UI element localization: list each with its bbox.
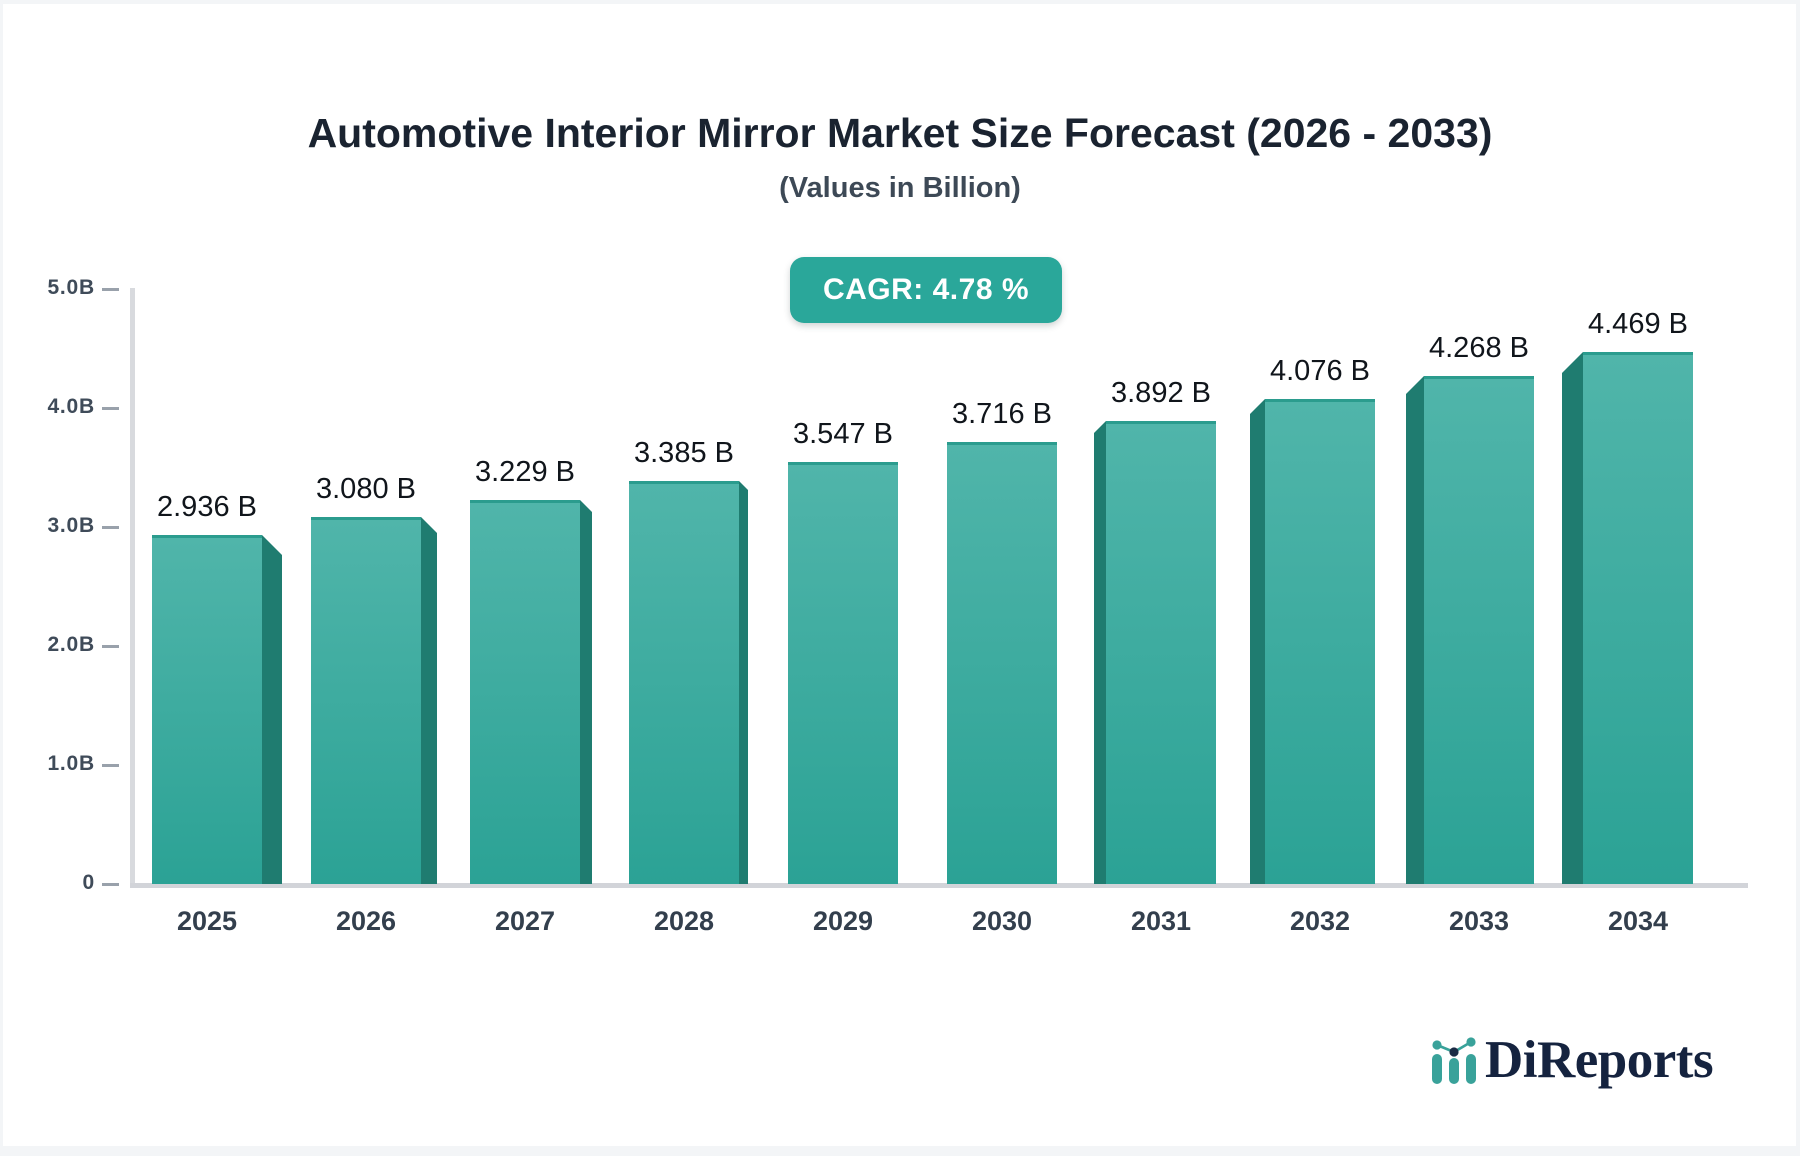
y-axis-tick-label: 5.0B [47, 276, 95, 299]
y-axis-tick-dash [102, 883, 119, 886]
bar-value-label: 3.892 B [1111, 377, 1211, 409]
x-axis-label: 2025 [176, 906, 238, 936]
direports-logo-text: DiReports [1485, 1031, 1714, 1089]
bar-value-label: 3.716 B [952, 398, 1052, 430]
bar-value-label: 3.229 B [475, 456, 575, 488]
bar-value-label: 4.076 B [1270, 355, 1370, 387]
x-axis-label: 2026 [335, 906, 397, 936]
y-axis-tick-dash [102, 645, 119, 648]
bar-value-label: 4.469 B [1588, 308, 1688, 340]
bar [788, 462, 898, 884]
bar-value-label: 2.936 B [157, 491, 257, 523]
y-axis-tick-dash [102, 764, 119, 767]
mini-bar-chart-icon [1432, 1037, 1476, 1084]
bar [470, 500, 580, 884]
bar-value-label: 3.080 B [316, 473, 416, 505]
y-axis-tick-label: 0 [82, 871, 95, 894]
chart-title: Automotive Interior Mirror Market Size F… [307, 110, 1493, 156]
direports-logo: DiReports [1432, 1030, 1714, 1090]
x-axis-label: 2031 [1130, 906, 1192, 936]
y-axis-tick-label: 2.0B [47, 633, 95, 656]
y-axis-line [130, 288, 135, 886]
cagr-badge: CAGR: 4.78 % [790, 257, 1062, 323]
x-axis-label: 2028 [653, 906, 715, 936]
y-axis-tick-dash [102, 526, 119, 529]
bar [1583, 352, 1693, 884]
bar [1106, 421, 1216, 884]
page-frame-top [0, 0, 1800, 4]
bar [947, 442, 1057, 884]
y-axis-tick-label: 4.0B [47, 395, 95, 418]
bar-3d-side [1250, 399, 1265, 884]
bar [1265, 399, 1375, 884]
bar [1424, 376, 1534, 884]
x-axis-label: 2034 [1607, 906, 1669, 936]
bar [629, 481, 739, 884]
page-frame-left [0, 0, 3, 1156]
bar-3d-side [1094, 421, 1106, 884]
x-axis-baseline [130, 883, 1748, 888]
bar-value-label: 3.385 B [634, 437, 734, 469]
x-axis-label: 2027 [494, 906, 556, 936]
page-frame-bottom [0, 1146, 1800, 1156]
bar-3d-side [262, 535, 282, 884]
bar [311, 517, 421, 884]
x-axis-label: 2030 [971, 906, 1033, 936]
bar-3d-side [421, 517, 437, 884]
x-axis-label: 2029 [812, 906, 874, 936]
x-axis-label: 2033 [1448, 906, 1510, 936]
bar-3d-side [739, 481, 748, 884]
bar-3d-side [1406, 376, 1424, 884]
bar-3d-side [1562, 352, 1583, 884]
bar-value-label: 3.547 B [793, 418, 893, 450]
bar-3d-side [580, 500, 592, 884]
y-axis-tick-dash [102, 288, 119, 291]
bar [152, 535, 262, 884]
bar-value-label: 4.268 B [1429, 332, 1529, 364]
x-axis-label: 2032 [1289, 906, 1351, 936]
y-axis-tick-dash [102, 407, 119, 410]
page-frame-right [1796, 0, 1800, 1156]
y-axis-tick-label: 1.0B [47, 752, 95, 775]
y-axis-tick-label: 3.0B [47, 514, 95, 537]
cagr-badge-label: CAGR: 4.78 % [822, 273, 1030, 306]
chart-subtitle: (Values in Billion) [779, 172, 1021, 204]
